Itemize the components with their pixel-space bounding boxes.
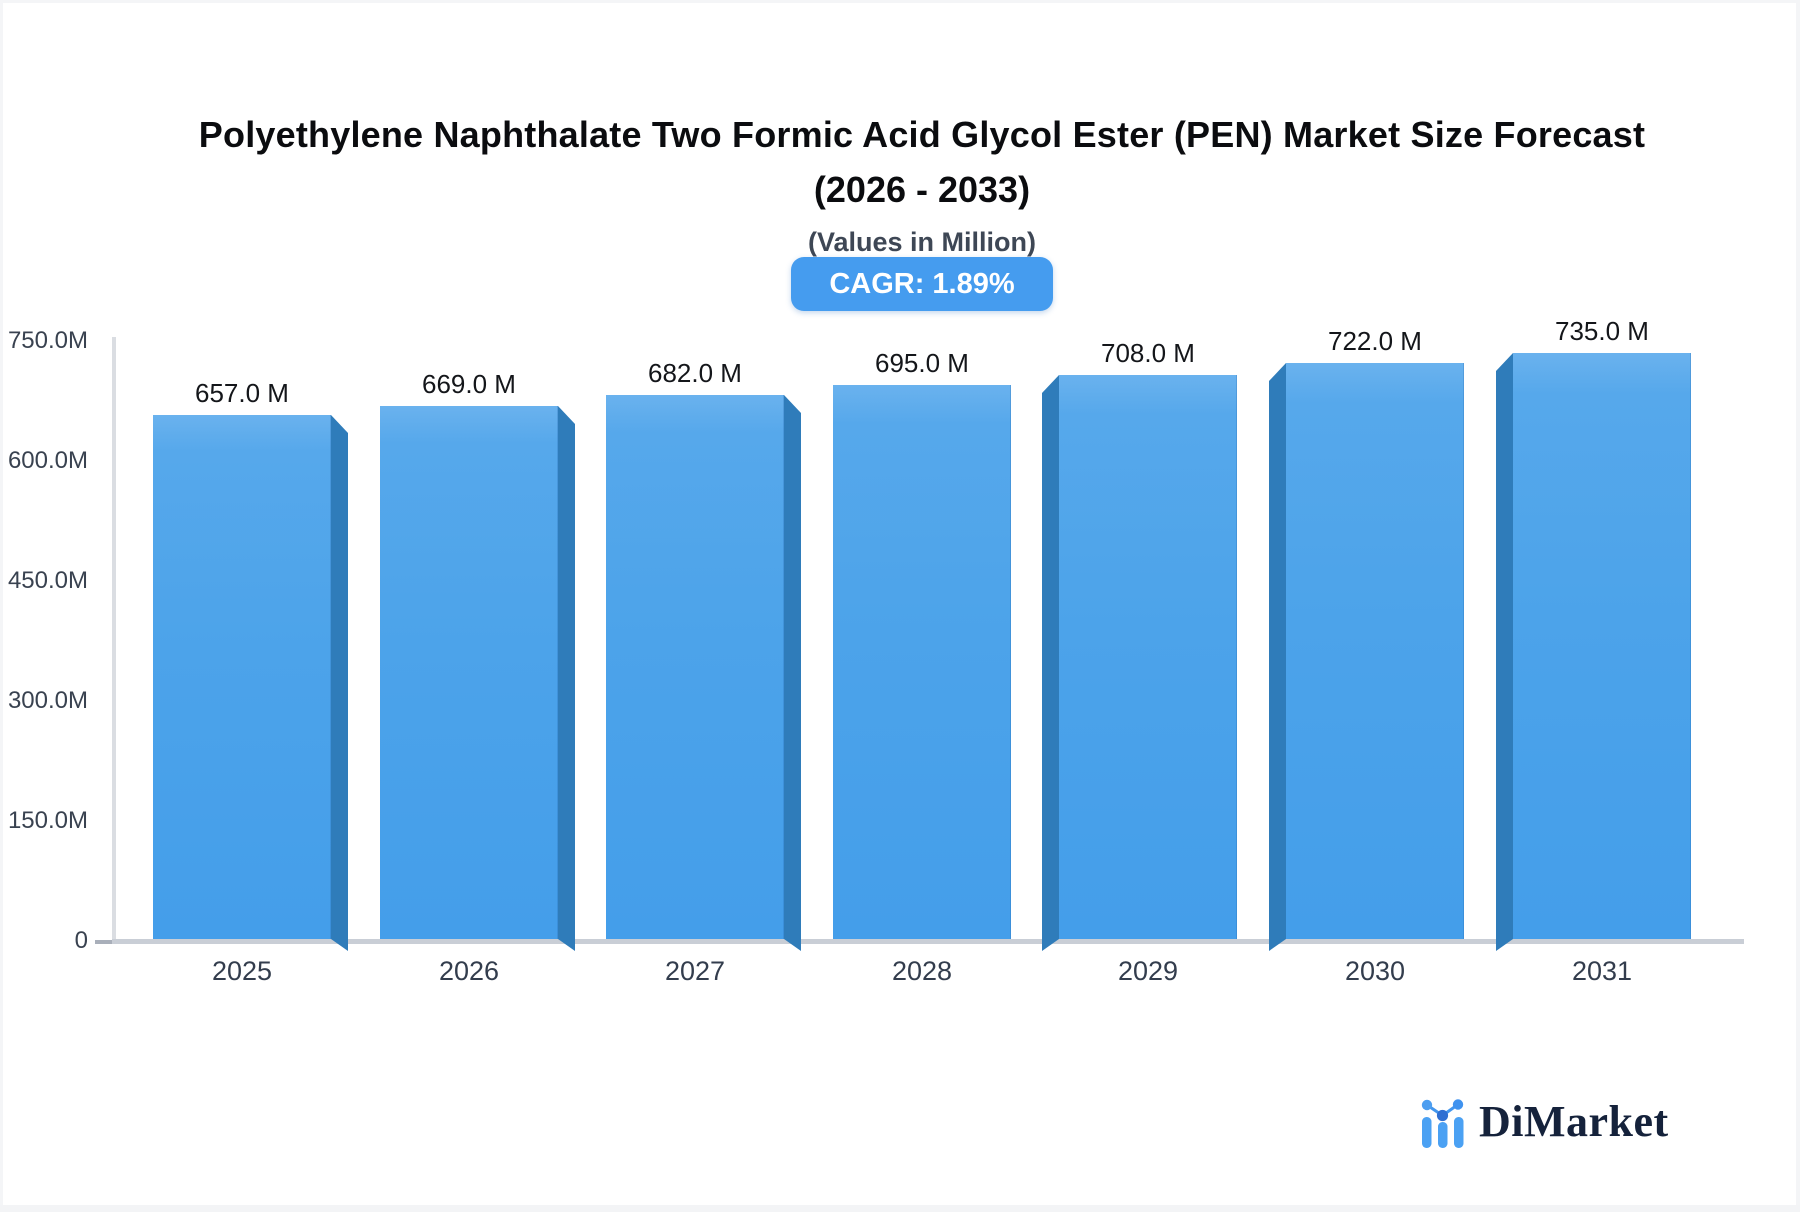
y-tick-label: 750.0M	[7, 327, 88, 354]
page-edge-right	[1796, 0, 1800, 1212]
x-tick-label: 2027	[664, 956, 726, 986]
brand-logo-text: DiMarket	[1479, 1097, 1669, 1146]
bar-value-label: 735.0 M	[1555, 316, 1649, 346]
bar-2025	[153, 415, 331, 939]
bar-2029	[1059, 375, 1237, 939]
bar-side-panel-2026	[558, 406, 575, 951]
page-edge-bottom	[0, 1205, 1800, 1212]
y-tick-label: 300.0M	[7, 687, 88, 714]
y-tick-label: 0	[74, 927, 88, 954]
chart-title-line1: Polyethylene Naphthalate Two Formic Acid…	[198, 114, 1646, 155]
bar-2030	[1286, 363, 1464, 939]
brand-logo: DiMarket	[1420, 1094, 1669, 1150]
bar-2028	[833, 385, 1011, 939]
bar-2031	[1513, 353, 1691, 939]
bar-2026	[380, 406, 558, 939]
zero-tick-mark	[95, 940, 113, 944]
bar-value-label: 669.0 M	[422, 369, 516, 399]
x-tick-label: 2026	[438, 956, 500, 986]
y-axis-line	[112, 337, 116, 941]
bar-value-label: 708.0 M	[1101, 338, 1195, 368]
x-tick-label: 2031	[1571, 956, 1633, 986]
y-tick-label: 450.0M	[7, 567, 88, 594]
x-axis-line	[112, 939, 1744, 944]
x-tick-label: 2029	[1117, 956, 1179, 986]
cagr-badge: CAGR: 1.89%	[791, 257, 1053, 311]
bar-2027	[606, 395, 784, 939]
bar-value-label: 657.0 M	[195, 378, 289, 408]
y-tick-label: 600.0M	[7, 447, 88, 474]
brand-logo-icon	[1421, 1099, 1464, 1148]
bar-value-label: 695.0 M	[875, 348, 969, 378]
y-tick-label: 150.0M	[7, 807, 88, 834]
x-tick-label: 2030	[1344, 956, 1406, 986]
x-tick-label: 2028	[891, 956, 953, 986]
chart-subtitle: (Values in Million)	[807, 227, 1037, 257]
page-edge-top	[0, 0, 1800, 3]
bar-side-panel-2030	[1269, 363, 1286, 951]
page-edge-left	[0, 0, 3, 1212]
chart-title-line2: (2026 - 2033)	[813, 169, 1031, 210]
cagr-badge-row: CAGR: 1.89%	[44, 257, 1800, 311]
bar-side-panel-2029	[1042, 375, 1059, 951]
bar-value-label: 722.0 M	[1328, 326, 1422, 356]
bar-value-label: 682.0 M	[648, 358, 742, 388]
bar-side-panel-2025	[331, 415, 348, 951]
bar-side-panel-2027	[784, 395, 801, 951]
bar-side-panel-2031	[1496, 353, 1513, 951]
x-tick-label: 2025	[211, 956, 273, 986]
